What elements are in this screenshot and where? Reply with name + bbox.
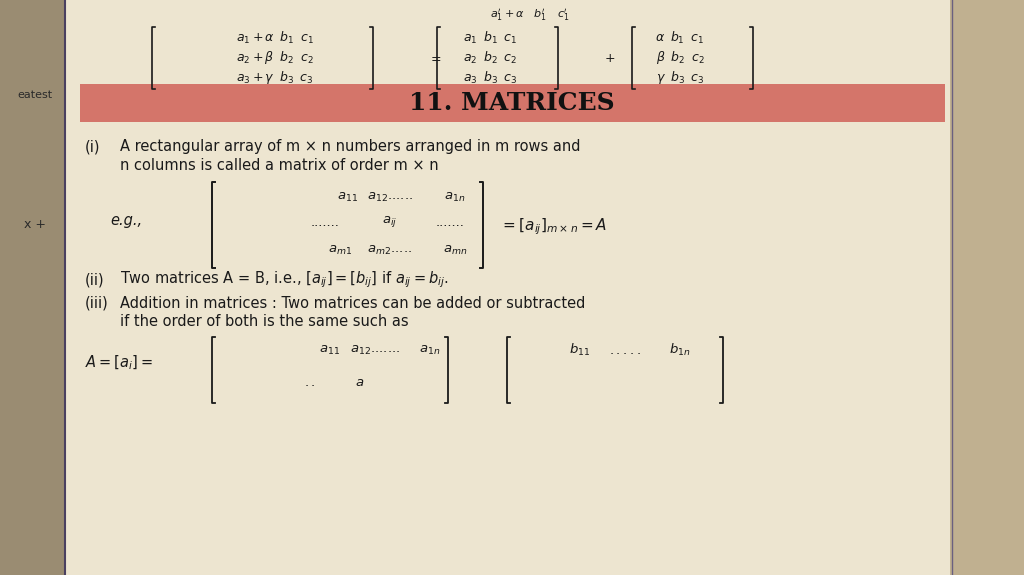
Text: n columns is called a matrix of order m × n: n columns is called a matrix of order m … — [120, 158, 438, 172]
Text: $a_{m1}$: $a_{m1}$ — [328, 243, 352, 256]
Text: $a_1+\alpha\;\; b_1\;\; c_1$: $a_1+\alpha\;\; b_1\;\; c_1$ — [236, 30, 314, 46]
Text: $a_2\;\; b_2\;\; c_2$: $a_2\;\; b_2\;\; c_2$ — [463, 50, 517, 66]
Text: e.g.,: e.g., — [110, 213, 142, 228]
Text: $a_{11}$: $a_{11}$ — [338, 190, 358, 204]
Text: $a_{12}$......: $a_{12}$...... — [367, 190, 413, 204]
Text: $.....$: $.....$ — [609, 343, 641, 356]
Text: .......: ....... — [310, 216, 339, 228]
Text: $a_{mn}$: $a_{mn}$ — [442, 243, 467, 256]
Text: $\gamma\;\; b_3\;\; c_3$: $\gamma\;\; b_3\;\; c_3$ — [655, 70, 705, 86]
Text: Addition in matrices : Two matrices can be added or subtracted: Addition in matrices : Two matrices can … — [120, 296, 586, 310]
Text: $a_{1n}$: $a_{1n}$ — [420, 343, 440, 356]
Text: $a_{1n}$: $a_{1n}$ — [444, 190, 466, 204]
Text: $a_{12}$.......: $a_{12}$....... — [350, 343, 400, 356]
Text: (iii): (iii) — [85, 296, 109, 310]
Text: $a_1'+\alpha\quad b_1'\quad c_1'$: $a_1'+\alpha\quad b_1'\quad c_1'$ — [490, 7, 569, 23]
Text: A rectangular array of m × n numbers arranged in m rows and: A rectangular array of m × n numbers arr… — [120, 140, 581, 155]
FancyBboxPatch shape — [80, 84, 945, 122]
Text: if the order of both is the same such as: if the order of both is the same such as — [120, 313, 409, 328]
Text: $+$: $+$ — [604, 52, 615, 64]
Text: eatest: eatest — [17, 90, 52, 100]
Text: $a_{11}$: $a_{11}$ — [319, 343, 341, 356]
Text: x +: x + — [24, 218, 46, 232]
Text: Two matrices A = B, i.e., $[a_{ij}] = [b_{ij}]$ if $a_{ij} = b_{ij}$.: Two matrices A = B, i.e., $[a_{ij}] = [b… — [120, 270, 449, 290]
Text: $..$: $..$ — [304, 375, 315, 389]
FancyBboxPatch shape — [0, 0, 65, 575]
Text: $a_2+\beta\;\; b_2\;\; c_2$: $a_2+\beta\;\; b_2\;\; c_2$ — [237, 49, 314, 67]
Text: $=$: $=$ — [428, 52, 441, 64]
FancyBboxPatch shape — [950, 0, 1024, 575]
Text: $A = [a_{i}] =$: $A = [a_{i}] =$ — [85, 354, 153, 372]
Text: $a_3+\gamma\;\; b_3\;\; c_3$: $a_3+\gamma\;\; b_3\;\; c_3$ — [237, 70, 313, 86]
Text: $\beta\;\; b_2\;\; c_2$: $\beta\;\; b_2\;\; c_2$ — [655, 49, 705, 67]
Text: .......: ....... — [435, 216, 465, 228]
Text: $b_{1n}$: $b_{1n}$ — [670, 342, 691, 358]
FancyBboxPatch shape — [65, 0, 950, 575]
Text: (ii): (ii) — [85, 273, 104, 288]
Text: $\alpha\;\; b_1\;\; c_1$: $\alpha\;\; b_1\;\; c_1$ — [655, 30, 705, 46]
Text: $a$: $a$ — [355, 375, 365, 389]
Text: $a_3\;\; b_3\;\; c_3$: $a_3\;\; b_3\;\; c_3$ — [463, 70, 517, 86]
Text: $= [a_{ij}]_{m \times n} = A$: $= [a_{ij}]_{m \times n} = A$ — [500, 217, 607, 237]
Text: $b_{11}$: $b_{11}$ — [569, 342, 591, 358]
Text: $a_1\;\; b_1\;\; c_1$: $a_1\;\; b_1\;\; c_1$ — [463, 30, 517, 46]
Text: (i): (i) — [85, 140, 100, 155]
Text: $a_{ij}$: $a_{ij}$ — [382, 214, 397, 229]
Text: $a_{m2}$.....: $a_{m2}$..... — [368, 243, 413, 256]
Text: 11. MATRICES: 11. MATRICES — [410, 91, 614, 115]
